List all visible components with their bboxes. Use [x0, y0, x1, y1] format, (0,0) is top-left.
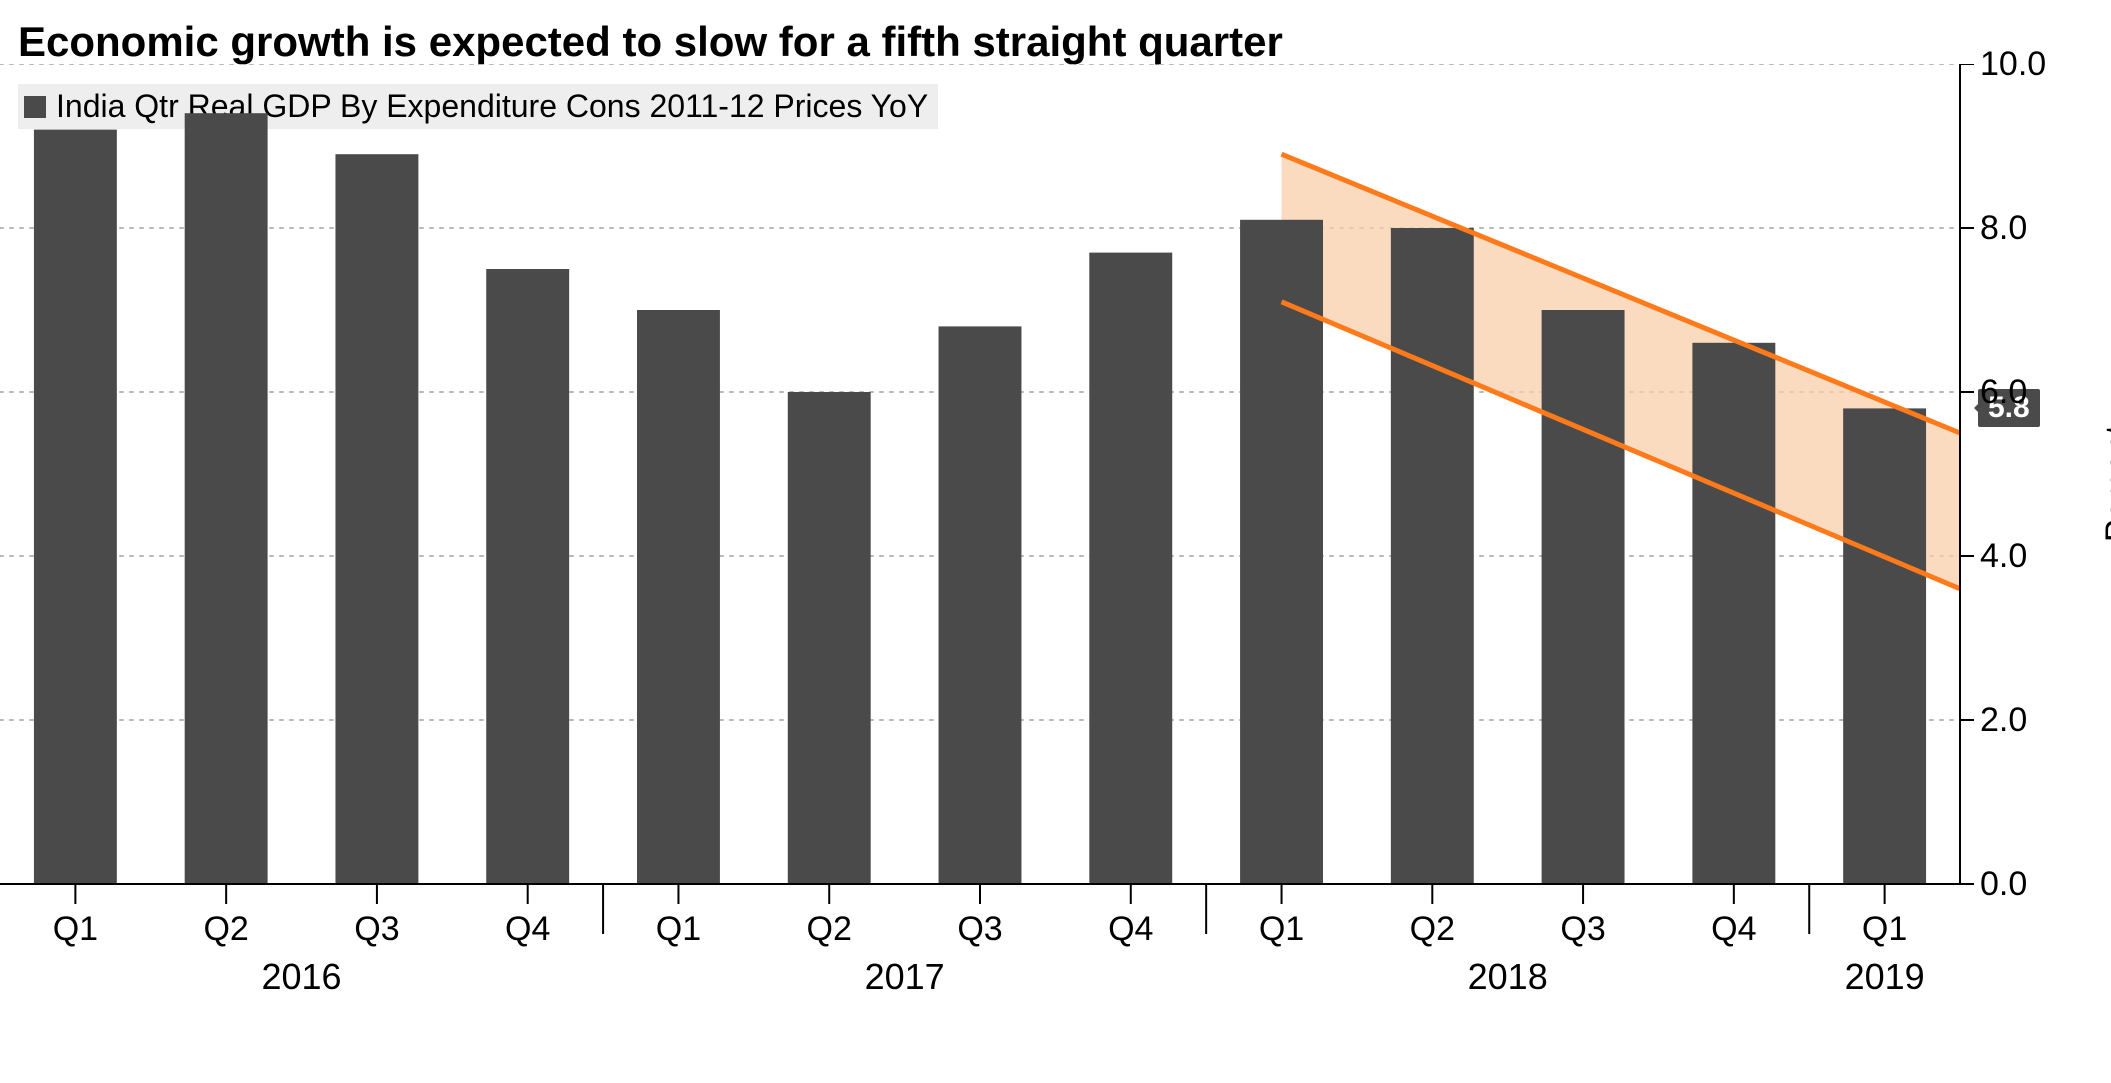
- bar: [1391, 228, 1474, 884]
- x-year-label: 2016: [261, 956, 341, 998]
- y-tick-label: 6.0: [1980, 373, 2027, 412]
- bar: [335, 154, 418, 884]
- chart-title: Economic growth is expected to slow for …: [18, 18, 2111, 66]
- x-quarter-label: Q1: [1862, 910, 1907, 949]
- x-quarter-label: Q2: [203, 910, 248, 949]
- bar: [939, 326, 1022, 884]
- bar: [1089, 253, 1172, 884]
- bar: [1692, 343, 1775, 884]
- x-quarter-label: Q1: [656, 910, 701, 949]
- chart-svg: [0, 64, 2111, 1034]
- x-year-label: 2018: [1468, 956, 1548, 998]
- x-quarter-label: Q2: [807, 910, 852, 949]
- y-tick-label: 8.0: [1980, 209, 2027, 248]
- x-quarter-label: Q1: [53, 910, 98, 949]
- x-year-label: 2017: [865, 956, 945, 998]
- x-year-label: 2019: [1845, 956, 1925, 998]
- bar: [1843, 408, 1926, 884]
- x-quarter-label: Q4: [1711, 910, 1756, 949]
- x-quarter-label: Q1: [1259, 910, 1304, 949]
- bar: [637, 310, 720, 884]
- x-quarter-label: Q4: [505, 910, 550, 949]
- x-quarter-label: Q3: [354, 910, 399, 949]
- y-axis-label: Percent: [2099, 425, 2111, 542]
- y-tick-label: 10.0: [1980, 45, 2046, 84]
- chart-container: Economic growth is expected to slow for …: [0, 0, 2111, 1083]
- bar: [486, 269, 569, 884]
- y-tick-label: 0.0: [1980, 865, 2027, 904]
- bar: [185, 113, 268, 884]
- x-quarter-label: Q2: [1410, 910, 1455, 949]
- bar: [788, 392, 871, 884]
- x-quarter-label: Q4: [1108, 910, 1153, 949]
- y-tick-label: 4.0: [1980, 537, 2027, 576]
- bar: [34, 130, 117, 884]
- x-quarter-label: Q3: [957, 910, 1002, 949]
- bar: [1542, 310, 1625, 884]
- y-tick-label: 2.0: [1980, 701, 2027, 740]
- x-quarter-label: Q3: [1560, 910, 1605, 949]
- plot-area: [0, 64, 2111, 1039]
- bar: [1240, 220, 1323, 884]
